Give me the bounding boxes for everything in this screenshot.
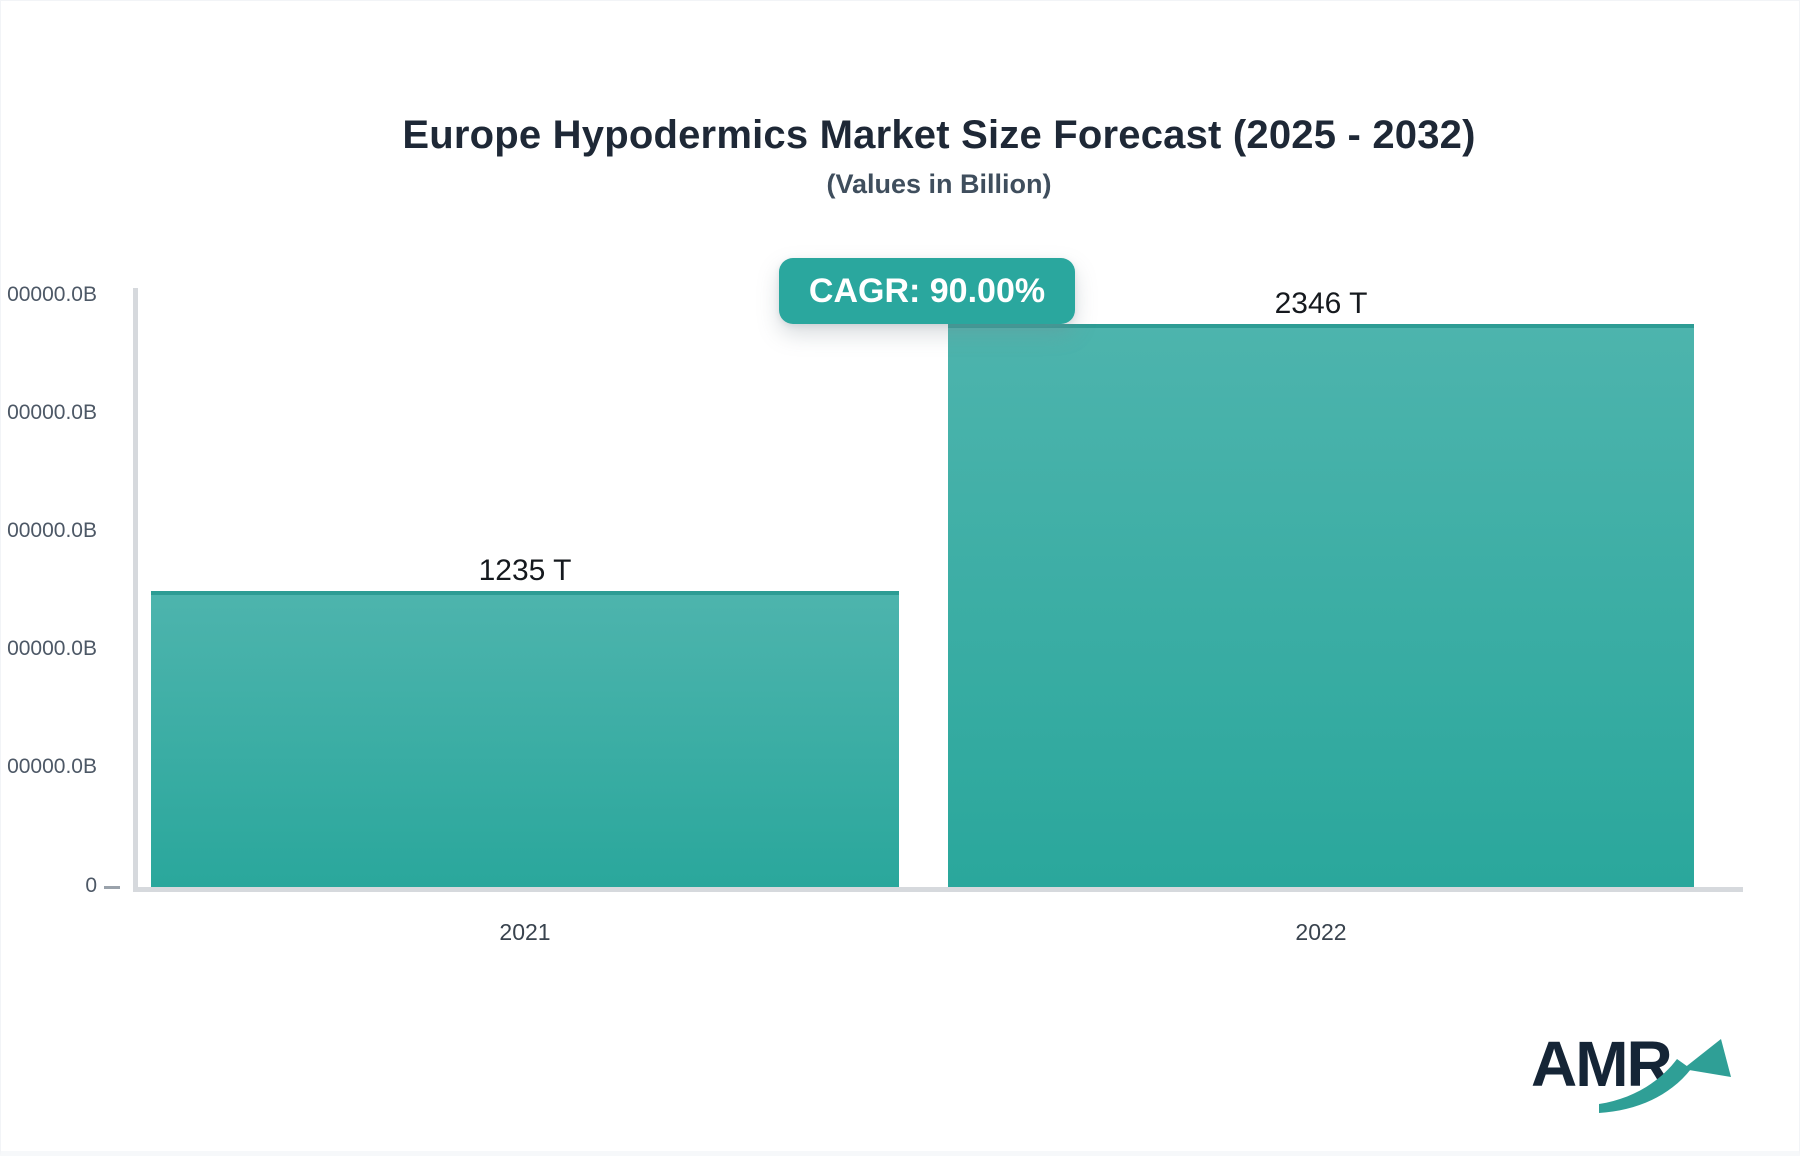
bar-2021 bbox=[151, 591, 899, 887]
y-axis-tick-label: 00000.0B bbox=[7, 755, 97, 778]
x-axis-label-2022: 2022 bbox=[1295, 919, 1347, 945]
y-axis-tick-mark bbox=[104, 886, 120, 889]
x-axis-label-2021: 2021 bbox=[499, 919, 551, 945]
y-axis-tick-label: 00000.0B bbox=[7, 401, 97, 424]
y-axis-line bbox=[133, 288, 138, 892]
y-axis-tick-label: 00000.0B bbox=[7, 519, 97, 542]
brand-logo: AMR bbox=[1531, 1032, 1751, 1123]
bar-value-label-2022: 2346 T bbox=[1274, 287, 1368, 320]
growth-arrow-icon bbox=[1599, 1039, 1731, 1113]
cagr-badge: CAGR: 90.00% bbox=[779, 258, 1075, 324]
bar-2022 bbox=[948, 324, 1694, 887]
chart-subtitle: (Values in Billion) bbox=[826, 169, 1052, 199]
chart-title: Europe Hypodermics Market Size Forecast … bbox=[402, 113, 1476, 157]
y-axis-tick-label: 00000.0B bbox=[7, 637, 97, 660]
x-axis-line bbox=[133, 887, 1743, 892]
y-axis-tick-label-zero: 0 bbox=[85, 874, 97, 897]
y-axis-tick-label: 00000.0B bbox=[7, 283, 97, 306]
bar-value-label-2021: 1235 T bbox=[478, 554, 572, 587]
